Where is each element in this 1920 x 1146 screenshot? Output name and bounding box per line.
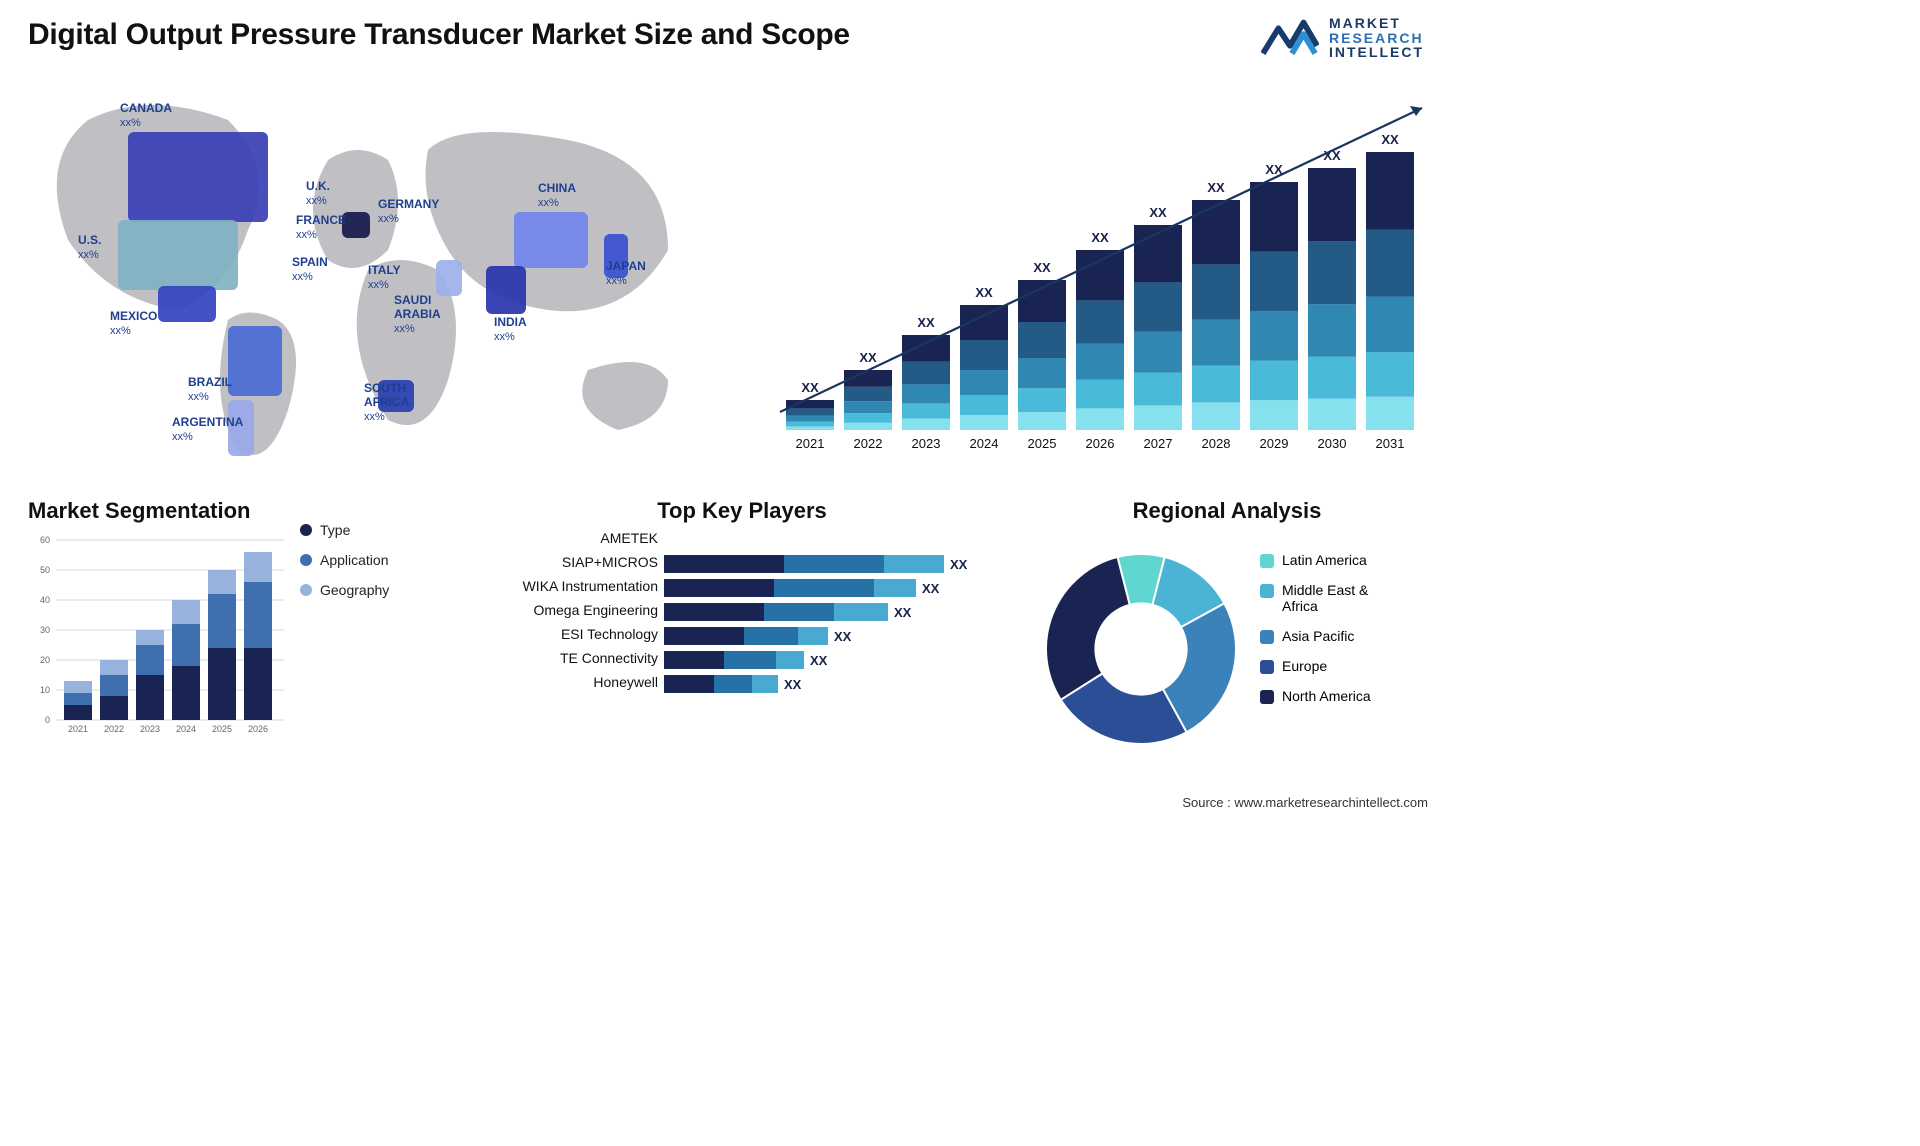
player-bar	[664, 603, 888, 621]
market-size-chart: XX 2021 XX 2022 XX 2023 XX 2024 XX 2025 XX 2026 XX 20…	[768, 80, 1428, 480]
map-label: FRANCExx%	[296, 214, 346, 242]
map-label: INDIAxx%	[494, 316, 527, 344]
svg-text:2021: 2021	[796, 436, 825, 451]
player-name: ESI Technology	[482, 626, 664, 646]
svg-text:2026: 2026	[248, 724, 268, 734]
svg-text:2021: 2021	[68, 724, 88, 734]
svg-text:XX: XX	[801, 380, 819, 395]
player-bar	[664, 627, 828, 645]
svg-text:2024: 2024	[176, 724, 196, 734]
svg-text:2023: 2023	[140, 724, 160, 734]
region-legend-item: Europe	[1260, 658, 1400, 674]
player-name: TE Connectivity	[482, 650, 664, 670]
player-value: XX	[834, 629, 851, 644]
map-label: U.S.xx%	[78, 234, 101, 262]
players-title: Top Key Players	[482, 498, 1002, 524]
svg-text:20: 20	[40, 655, 50, 665]
region-legend-item: Asia Pacific	[1260, 628, 1400, 644]
segmentation-legend-item: Type	[300, 522, 389, 538]
logo-icon	[1261, 16, 1319, 60]
map-label: ARGENTINAxx%	[172, 416, 243, 444]
player-row: WIKA Instrumentation XX	[482, 578, 1002, 598]
player-value: XX	[894, 605, 911, 620]
logo-line1: MARKET	[1329, 16, 1424, 31]
player-value: XX	[950, 557, 967, 572]
svg-text:2023: 2023	[912, 436, 941, 451]
svg-text:60: 60	[40, 535, 50, 545]
map-label: SAUDIARABIAxx%	[394, 294, 441, 335]
player-bar	[664, 579, 916, 597]
svg-text:XX: XX	[975, 285, 993, 300]
logo-line3: INTELLECT	[1329, 45, 1424, 60]
svg-text:40: 40	[40, 595, 50, 605]
segmentation-legend: Type Application Geography	[300, 498, 389, 758]
region-legend-item: Latin America	[1260, 552, 1400, 568]
regional-donut	[1036, 544, 1246, 754]
svg-text:2028: 2028	[1202, 436, 1231, 451]
svg-text:XX: XX	[859, 350, 877, 365]
map-label: ITALYxx%	[368, 264, 401, 292]
svg-text:XX: XX	[1149, 205, 1167, 220]
player-row: TE Connectivity XX	[482, 650, 1002, 670]
segmentation-chart: 0 10 20 30 40 50 60 2021 2022 2023 2024 2025 2026	[28, 530, 288, 740]
logo-line2: RESEARCH	[1329, 31, 1424, 46]
svg-text:2029: 2029	[1260, 436, 1289, 451]
map-label: BRAZILxx%	[188, 376, 232, 404]
svg-text:2025: 2025	[212, 724, 232, 734]
map-label: MEXICOxx%	[110, 310, 157, 338]
map-label: CANADAxx%	[120, 102, 172, 130]
region-legend-item: Middle East & Africa	[1260, 582, 1400, 614]
svg-text:2025: 2025	[1028, 436, 1057, 451]
svg-text:XX: XX	[1033, 260, 1051, 275]
map-label: GERMANYxx%	[378, 198, 439, 226]
svg-text:30: 30	[40, 625, 50, 635]
player-row: Omega Engineering XX	[482, 602, 1002, 622]
svg-text:2030: 2030	[1318, 436, 1347, 451]
svg-text:10: 10	[40, 685, 50, 695]
svg-text:2024: 2024	[970, 436, 999, 451]
player-bar	[664, 675, 778, 693]
player-name: Honeywell	[482, 674, 664, 694]
players-chart: AMETEK SIAP+MICROS XX WIKA Instrumentation X…	[482, 530, 1002, 694]
map-label: JAPANxx%	[606, 260, 646, 288]
map-label: SOUTHAFRICAxx%	[364, 382, 409, 423]
page-title: Digital Output Pressure Transducer Marke…	[28, 18, 1428, 52]
player-bar	[664, 651, 804, 669]
svg-text:2022: 2022	[854, 436, 883, 451]
player-name: Omega Engineering	[482, 602, 664, 622]
regional-legend: Latin America Middle East & Africa Asia Pa…	[1260, 544, 1400, 754]
segmentation-legend-item: Geography	[300, 582, 389, 598]
map-label: U.K.xx%	[306, 180, 330, 208]
map-label: SPAINxx%	[292, 256, 328, 284]
player-value: XX	[922, 581, 939, 596]
player-row: AMETEK	[482, 530, 1002, 550]
segmentation-legend-item: Application	[300, 552, 389, 568]
svg-text:2027: 2027	[1144, 436, 1173, 451]
source-attribution: Source : www.marketresearchintellect.com	[1182, 795, 1428, 810]
player-name: AMETEK	[482, 530, 664, 550]
svg-text:2022: 2022	[104, 724, 124, 734]
player-name: WIKA Instrumentation	[482, 578, 664, 598]
svg-text:2026: 2026	[1086, 436, 1115, 451]
brand-logo: MARKET RESEARCH INTELLECT	[1261, 16, 1424, 60]
svg-text:XX: XX	[1381, 132, 1399, 147]
svg-text:XX: XX	[917, 315, 935, 330]
player-row: SIAP+MICROS XX	[482, 554, 1002, 574]
player-name: SIAP+MICROS	[482, 554, 664, 574]
player-row: Honeywell XX	[482, 674, 1002, 694]
svg-text:XX: XX	[1207, 180, 1225, 195]
player-value: XX	[810, 653, 827, 668]
svg-text:0: 0	[45, 715, 50, 725]
player-row: ESI Technology XX	[482, 626, 1002, 646]
svg-text:XX: XX	[1091, 230, 1109, 245]
region-legend-item: North America	[1260, 688, 1400, 704]
world-map: CANADAxx% U.S.xx% MEXICOxx% BRAZILxx% ARGENT…	[28, 80, 728, 480]
map-label: CHINAxx%	[538, 182, 576, 210]
svg-text:2031: 2031	[1376, 436, 1405, 451]
player-value: XX	[784, 677, 801, 692]
player-bar	[664, 555, 944, 573]
regional-title: Regional Analysis	[1026, 498, 1428, 524]
segmentation-title: Market Segmentation	[28, 498, 288, 524]
svg-text:50: 50	[40, 565, 50, 575]
